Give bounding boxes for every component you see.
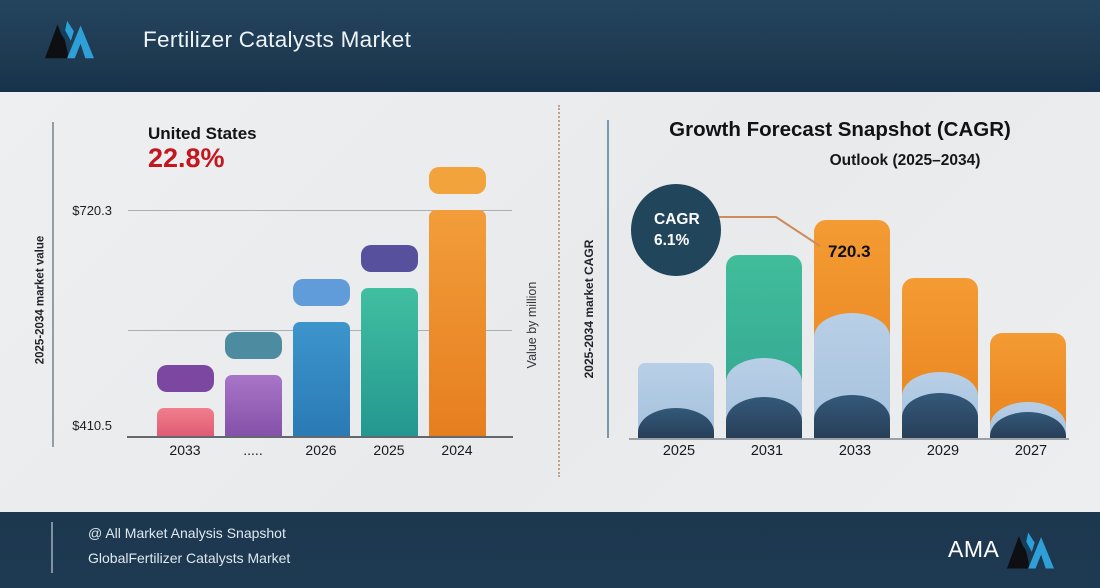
right-chart-subtitle: Outlook (2025–2034) [829,152,981,169]
x-tick-label: 2033 [838,443,872,459]
ama-logo-icon [44,20,94,59]
footer-source-line: @ All Market Analysis Snapshot [88,525,286,541]
x-tick-label: 2024 [441,442,473,458]
bar-..... [224,375,282,437]
region-growth-value: 22.8% [148,143,225,173]
footer-bar: @ All Market Analysis Snapshot GlobalFer… [0,512,1100,588]
x-tick-label: 2031 [750,443,784,459]
x-tick-label: 2033 [169,442,201,458]
header-bar: Fertilizer Catalysts Market [0,0,1100,92]
y-tick-410: $410.5 [72,418,112,433]
x-tick-label: 2026 [305,442,337,458]
bar-marker-2026 [292,279,350,306]
footer-divider-line [51,522,53,573]
bar-marker-2033 [156,365,214,392]
cagr-badge-label: CAGR [654,211,700,228]
dotted-divider [558,105,560,477]
bar-marker-..... [224,332,282,359]
right-chart-title: Growth Forecast Snapshot (CAGR) [669,118,1011,141]
footer-report-line: GlobalFertilizer Catalysts Market [88,550,291,566]
x-tick-label: 2025 [662,443,696,459]
right-y-axis-title: 2025-2034 market CAGR [582,239,596,379]
bar-2024 [428,210,486,437]
cagr-badge: CAGR 6.1% [631,184,721,276]
x-tick-label: 2029 [926,443,960,459]
value-axis-note: Value by million [525,281,539,369]
left-y-axis-title: 2025-2034 market value [34,235,47,365]
stack-segment-2033-navy [814,395,890,438]
bar-marker-2024 [428,167,486,194]
bar-2026 [292,322,350,437]
left-y-axis-line [52,122,54,447]
right-y-axis-line [607,120,609,438]
content-panel: 2025-2034 market value United States 22.… [0,92,1100,512]
bar-marker-2025 [360,245,418,272]
cagr-badge-value: 6.1% [654,232,690,249]
right-x-axis-line [629,438,1069,440]
footer-brand-text: AMA [948,536,1000,562]
x-tick-label: 2025 [373,442,405,458]
left-x-axis-line [127,436,513,438]
region-label: United States [148,124,257,143]
bar-value-annotation: 720.3 [828,242,871,261]
x-tick-label: 2027 [1014,443,1048,459]
stack-segment-2031-navy [726,397,802,438]
x-tick-label: ..... [243,442,263,458]
bar-2025 [360,288,418,437]
y-tick-720: $720.3 [72,203,112,218]
footer-ama-logo-icon [1006,532,1054,569]
page-title: Fertilizer Catalysts Market [143,27,412,52]
gridline-top [128,210,512,211]
bar-2033 [156,408,214,437]
stack-segment-2029-navy [902,393,978,438]
